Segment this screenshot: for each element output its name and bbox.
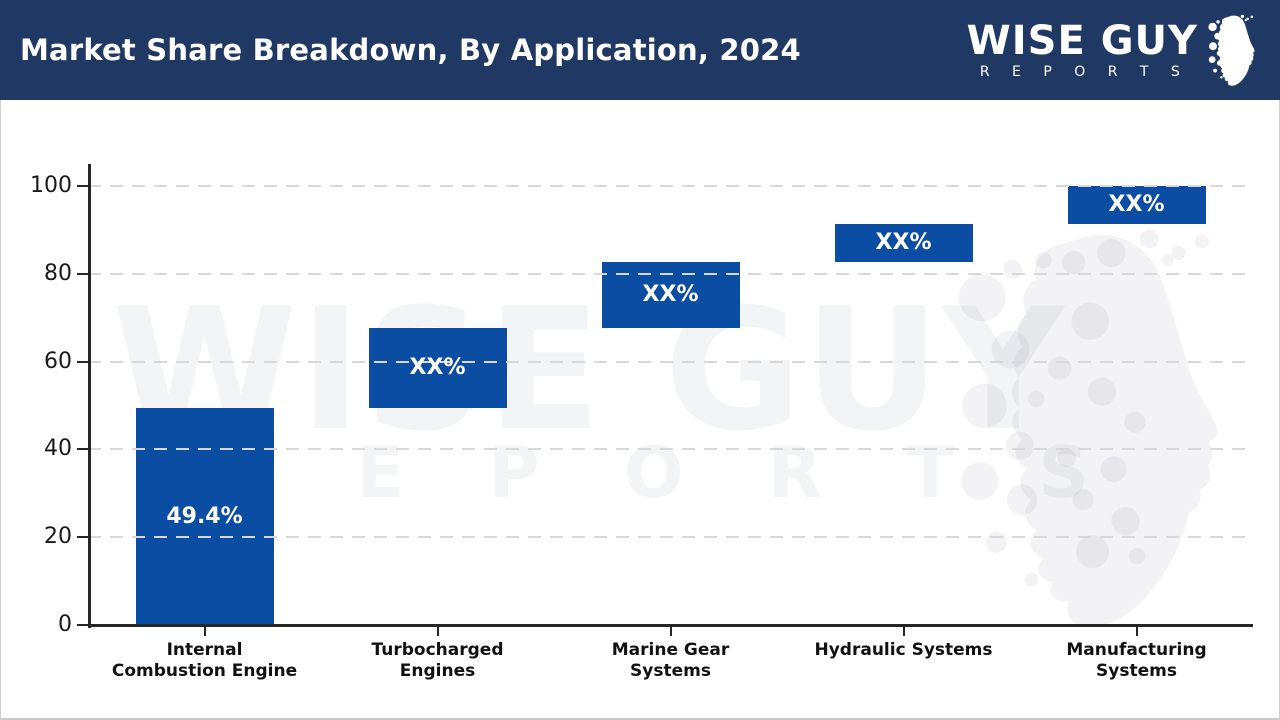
- gridline: [88, 536, 1253, 539]
- x-axis-spine: [88, 624, 1253, 627]
- x-axis-tick-label-line: Systems: [1096, 661, 1177, 681]
- bar-segment: [1067, 186, 1206, 224]
- x-axis-tick-label-line: Internal: [166, 640, 243, 660]
- y-axis-tick: [77, 360, 88, 363]
- y-axis-tick: [77, 624, 88, 626]
- logo-face-icon: [1208, 14, 1255, 86]
- y-axis-tick: [77, 185, 88, 187]
- bar-value-label: 49.4%: [166, 503, 243, 529]
- page-title: Market Share Breakdown, By Application, …: [20, 33, 801, 67]
- y-axis-tick: [77, 272, 88, 275]
- x-axis-tick-label-line: Turbocharged: [371, 640, 504, 660]
- x-axis-tick-label-line: Combustion Engine: [111, 661, 298, 681]
- bar-value-label: XX%: [642, 281, 699, 307]
- y-axis-tick-label: 40: [44, 436, 72, 462]
- x-axis-tick-label: Manufacturing Systems: [1021, 640, 1253, 682]
- x-axis-tick: [669, 627, 672, 636]
- bar-segment: [834, 223, 973, 262]
- x-axis-tick-label: Internal Combustion Engine: [89, 640, 321, 682]
- y-axis-tick-label: 80: [44, 260, 72, 286]
- header-bar: Market Share Breakdown, By Application, …: [0, 0, 1280, 100]
- watermark-text-line2: R E P O R T S: [218, 432, 1119, 514]
- wise-guy-logo: WISE GUY R E P O R T S: [967, 8, 1280, 92]
- gridline: [88, 272, 1253, 275]
- logo-brand-text: WISE GUY: [966, 18, 1198, 64]
- y-axis-tick: [77, 536, 88, 539]
- gridline: [88, 360, 1253, 363]
- x-axis-tick: [203, 627, 206, 636]
- x-axis-tick-label: Hydraulic Systems: [788, 640, 1020, 661]
- x-axis-tick-label-line: Engines: [399, 661, 476, 681]
- bar-value-label: XX%: [409, 354, 466, 380]
- bar-segment: [601, 261, 740, 328]
- logo-text: WISE GUY R E P O R T S: [967, 21, 1198, 79]
- logo-sub-text: R E P O R T S: [979, 64, 1189, 80]
- bar-segment: [135, 408, 274, 625]
- x-axis-tick: [1135, 627, 1138, 636]
- bar-segment: [368, 327, 507, 409]
- x-axis-tick: [902, 627, 905, 636]
- y-axis-tick-label: 100: [30, 173, 72, 198]
- y-axis-tick-label: 0: [58, 612, 72, 637]
- x-axis-tick-label-line: Marine Gear: [611, 640, 730, 660]
- gridline: [88, 185, 1253, 187]
- x-axis-tick-label: Turbocharged Engines: [322, 640, 554, 682]
- gridline: [88, 448, 1253, 451]
- x-axis-tick-label-line: Manufacturing: [1066, 640, 1207, 660]
- y-axis-tick-label: 60: [44, 348, 72, 374]
- x-axis-tick-label-line: Hydraulic Systems: [814, 640, 993, 660]
- y-axis-tick: [77, 448, 88, 451]
- y-axis-tick-label: 20: [44, 524, 72, 550]
- x-axis-tick: [436, 627, 439, 636]
- x-axis-tick-label-line: Systems: [630, 661, 711, 681]
- y-axis-spine: [88, 164, 91, 628]
- bar-value-label: XX%: [875, 229, 932, 255]
- bar-value-label: XX%: [1108, 191, 1165, 217]
- x-axis-tick-label: Marine Gear Systems: [555, 640, 787, 682]
